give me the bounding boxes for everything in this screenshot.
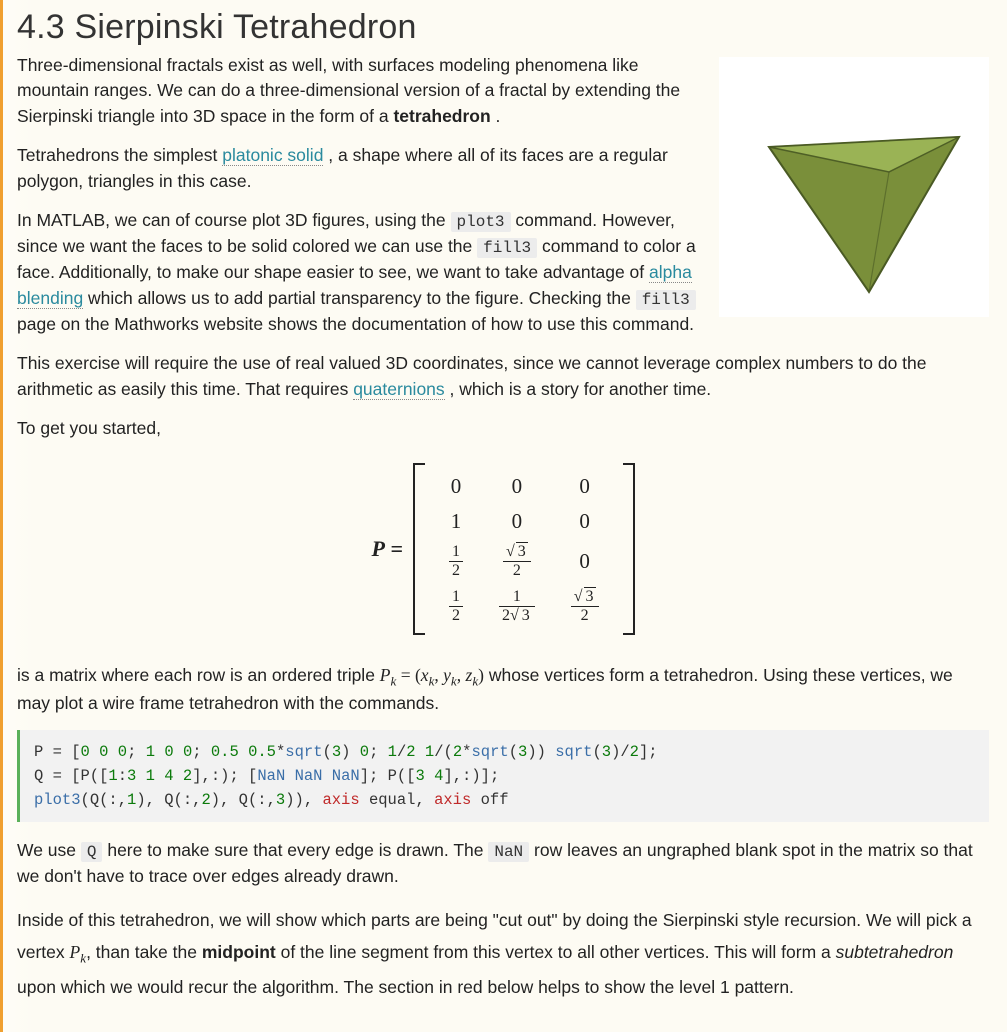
text-run: Tetrahedrons the simplest bbox=[17, 145, 222, 165]
paragraph-quaternions: This exercise will require the use of re… bbox=[17, 351, 989, 402]
paragraph-Q-explain: We use Q here to make sure that every ed… bbox=[17, 838, 989, 890]
link-quaternions[interactable]: quaternions bbox=[353, 379, 444, 400]
link-platonic-solid[interactable]: platonic solid bbox=[222, 145, 323, 166]
paragraph-matrix-desc: is a matrix where each row is an ordered… bbox=[17, 663, 989, 716]
tetrahedron-figure bbox=[719, 57, 989, 317]
bold-tetrahedron: tetrahedron bbox=[393, 106, 490, 126]
text-run: of the line segment from this vertex to … bbox=[276, 942, 836, 962]
text-run: upon which we would recur the algorithm.… bbox=[17, 977, 794, 997]
code-block-wireframe: P = [0 0 0; 1 0 0; 0.5 0.5*sqrt(3) 0; 1/… bbox=[17, 730, 989, 822]
text-run: . bbox=[491, 106, 501, 126]
matrix-label: P = bbox=[371, 536, 402, 562]
text-run: , which is a story for another time. bbox=[445, 379, 712, 399]
italic-subtetrahedron: subtetrahedron bbox=[836, 942, 954, 962]
text-run: , than take the bbox=[86, 942, 202, 962]
matrix-equation: P = 000 100 12 √32 0 12 12√3 √32 bbox=[17, 463, 989, 635]
code-Q: Q bbox=[81, 842, 103, 862]
text-run: here to make sure that every edge is dra… bbox=[102, 840, 488, 860]
paragraph-started: To get you started, bbox=[17, 416, 989, 441]
paragraph-recursion: Inside of this tetrahedron, we will show… bbox=[17, 904, 989, 1004]
text-run: is a matrix where each row is an ordered… bbox=[17, 665, 380, 685]
text-run: We use bbox=[17, 840, 81, 860]
code-fill3-1: fill3 bbox=[477, 238, 537, 258]
tetrahedron-icon bbox=[729, 67, 979, 307]
text-run: Three-dimensional fractals exist as well… bbox=[17, 55, 680, 126]
text-run: which allows us to add partial transpare… bbox=[83, 288, 636, 308]
section-number: 4.3 bbox=[17, 8, 65, 46]
text-run: In MATLAB, we can of course plot 3D figu… bbox=[17, 210, 451, 230]
code-fill3-2: fill3 bbox=[636, 290, 696, 310]
section-heading: 4.3 Sierpinski Tetrahedron bbox=[17, 8, 989, 47]
matrix-P: 000 100 12 √32 0 12 12√3 √32 bbox=[413, 463, 635, 635]
document-section: 4.3 Sierpinski Tetrahedron Three-dimensi… bbox=[0, 0, 1007, 1032]
section-title-text: Sierpinski Tetrahedron bbox=[75, 8, 417, 46]
code-plot3: plot3 bbox=[451, 212, 511, 232]
code-NaN: NaN bbox=[488, 842, 529, 862]
math-Pk: Pk bbox=[70, 942, 87, 962]
bold-midpoint: midpoint bbox=[202, 942, 276, 962]
math-Pk-triple: Pk = (xk, yk, zk) bbox=[380, 665, 484, 685]
text-run: page on the Mathworks website shows the … bbox=[17, 314, 694, 334]
